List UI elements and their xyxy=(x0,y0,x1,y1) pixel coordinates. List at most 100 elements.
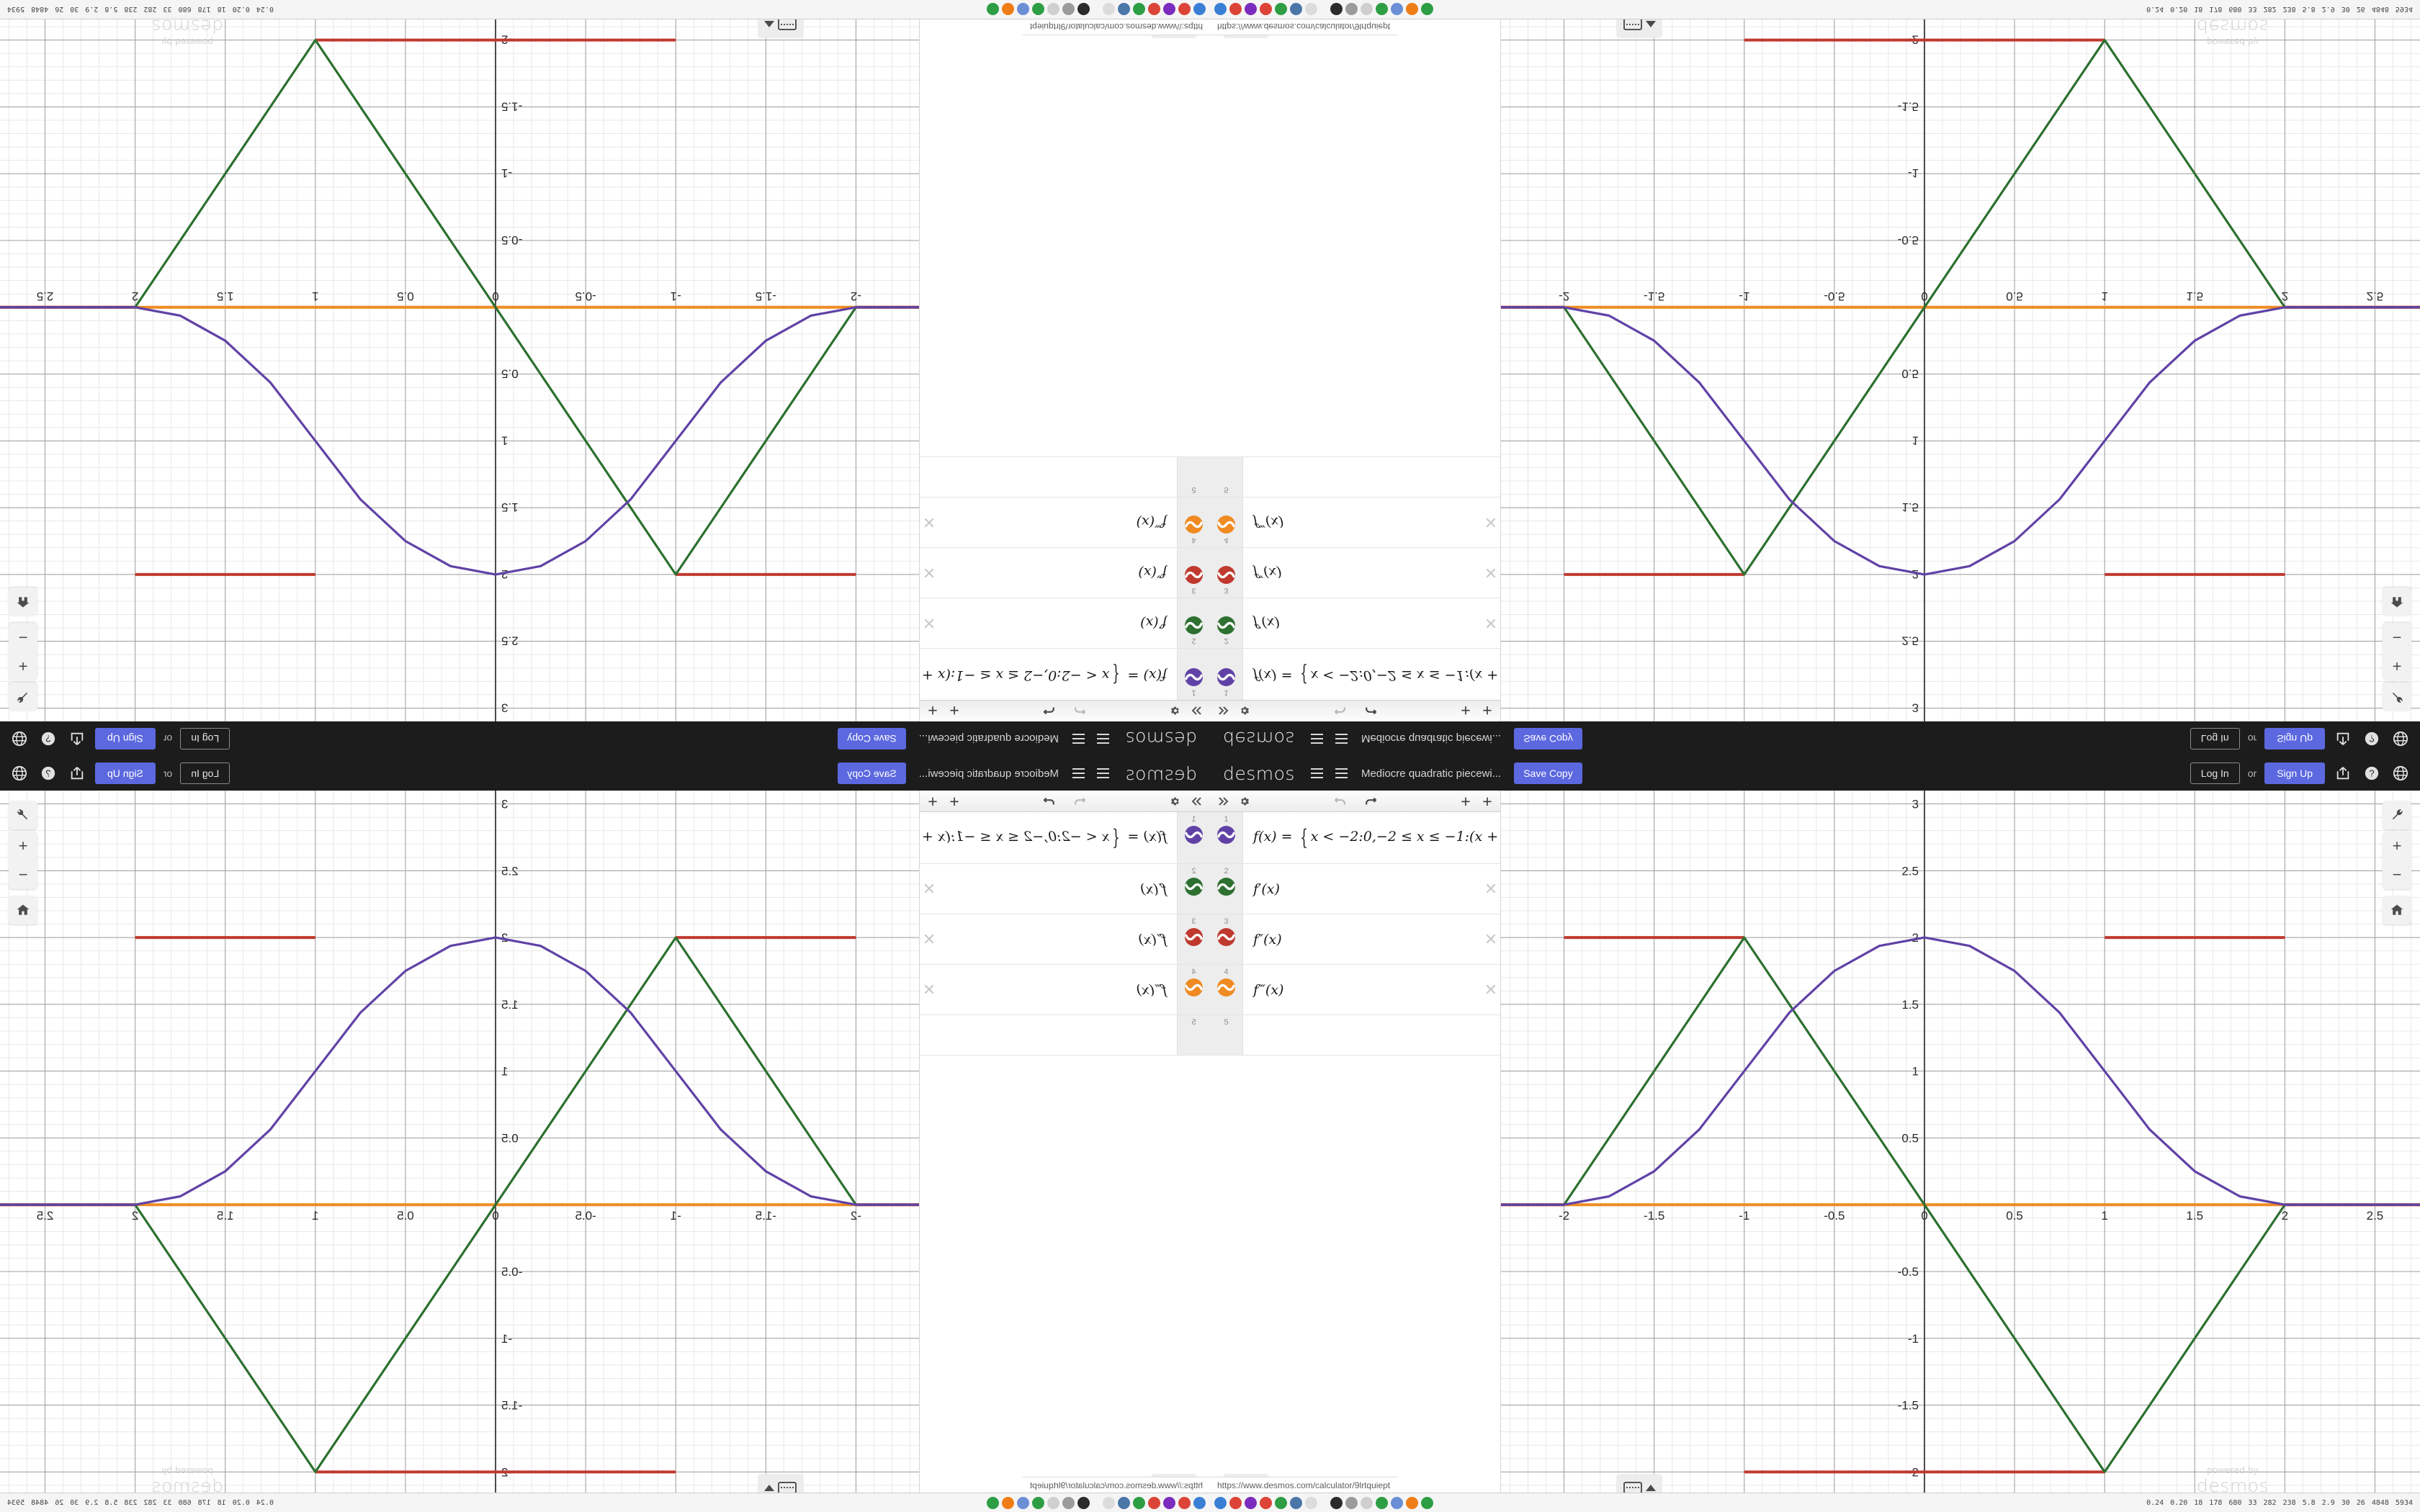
taskbar-icon[interactable] xyxy=(1017,1496,1029,1509)
taskbar-icon[interactable] xyxy=(1290,3,1302,16)
expression-color-bubble[interactable] xyxy=(1217,616,1235,634)
hamburger-icon[interactable] xyxy=(1092,728,1113,750)
close-icon[interactable]: ✕ xyxy=(922,513,936,532)
taskbar-icon[interactable] xyxy=(1103,1496,1115,1509)
taskbar-icon[interactable] xyxy=(1077,1496,1090,1509)
expression-row[interactable]: 3 f″(x) ✕ xyxy=(1210,914,1500,965)
add-expression-button-secondary[interactable]: + xyxy=(1482,701,1492,721)
globe-icon[interactable] xyxy=(2390,728,2411,750)
log-in-button[interactable]: Log In xyxy=(2190,762,2240,784)
redo-icon[interactable] xyxy=(1363,795,1376,808)
expression-content[interactable]: f″(x) xyxy=(1243,548,1482,598)
save-copy-button[interactable]: Save Copy xyxy=(1514,728,1582,750)
expression-content[interactable]: f″(x) xyxy=(938,914,1177,964)
expression-content[interactable]: f‴(x) xyxy=(938,965,1177,1014)
sign-up-button[interactable]: Sign Up xyxy=(95,728,156,750)
expression-color-bubble[interactable] xyxy=(1217,878,1235,896)
taskbar-icon[interactable] xyxy=(1077,3,1090,16)
save-copy-button[interactable]: Save Copy xyxy=(838,762,906,784)
save-copy-button[interactable]: Save Copy xyxy=(838,728,906,750)
taskbar-icon[interactable] xyxy=(1421,1496,1433,1509)
graph-svg[interactable]: -2-1.5-1-0.500.511.522.5-2-1.5-1-0.50.51… xyxy=(0,0,919,721)
expression-row[interactable]: 1 f(x) = {x < −2:0,−2 ≤ x ≤ −1:(x + 2)2,… xyxy=(1210,648,1866,700)
zoom-out-button[interactable]: − xyxy=(9,623,37,652)
taskbar-icon[interactable] xyxy=(1345,1496,1358,1509)
expression-content[interactable]: f‴(x) xyxy=(1243,965,1482,1014)
expression-content[interactable]: f′(x) xyxy=(938,864,1177,914)
zoom-out-button[interactable]: − xyxy=(2383,860,2411,889)
redo-icon[interactable] xyxy=(1044,705,1057,718)
taskbar-icon[interactable] xyxy=(1361,3,1373,16)
zoom-in-button[interactable]: + xyxy=(9,832,37,860)
taskbar-icon[interactable] xyxy=(1330,1496,1343,1509)
graph-zoom-controls[interactable]: + − xyxy=(2383,585,2411,711)
sign-up-button[interactable]: Sign Up xyxy=(95,762,156,784)
expression-row[interactable]: 2 f′(x) ✕ xyxy=(1210,864,1500,914)
expression-color-bubble[interactable] xyxy=(1185,566,1203,584)
taskbar-icon[interactable] xyxy=(1361,1496,1373,1509)
add-expression-button-secondary[interactable]: + xyxy=(1482,791,1492,811)
expression-list[interactable]: 1 f(x) = {x < −2:0,−2 ≤ x ≤ −1:(x + 2)2,… xyxy=(1210,0,1866,700)
taskbar-icon[interactable] xyxy=(1275,1496,1287,1509)
taskbar-icon[interactable] xyxy=(1062,1496,1075,1509)
globe-icon[interactable] xyxy=(9,728,30,750)
sign-up-button[interactable]: Sign Up xyxy=(2264,728,2325,750)
taskbar-icon[interactable] xyxy=(1376,1496,1388,1509)
home-icon[interactable] xyxy=(2383,588,2411,616)
globe-icon[interactable] xyxy=(9,762,30,784)
close-icon[interactable]: ✕ xyxy=(1484,879,1498,898)
graph-svg[interactable]: -2-1.5-1-0.500.511.522.5-2-1.5-1-0.50.51… xyxy=(0,791,919,1512)
taskbar-icon[interactable] xyxy=(1047,3,1059,16)
expression-color-bubble[interactable] xyxy=(1185,668,1203,686)
zoom-out-button[interactable]: − xyxy=(2383,623,2411,652)
close-icon[interactable]: ✕ xyxy=(922,614,936,633)
document-title[interactable]: Mediocre quadratic piecewi... xyxy=(918,767,1059,780)
hamburger-icon-secondary[interactable] xyxy=(1331,762,1353,784)
expression-list[interactable]: 1 f(x) = {x < −2:0,−2 ≤ x ≤ −1:(x + 2)2,… xyxy=(554,0,1210,700)
taskbar-icon[interactable] xyxy=(1391,1496,1403,1509)
expression-content[interactable]: f′(x) xyxy=(938,598,1177,648)
expression-list-empty-space[interactable] xyxy=(1210,1056,1500,1512)
graph-canvas[interactable]: -2-1.5-1-0.500.511.522.5-2-1.5-1-0.50.51… xyxy=(0,791,919,1512)
zoom-out-button[interactable]: − xyxy=(9,860,37,889)
wrench-icon[interactable] xyxy=(9,801,37,829)
desmos-logo[interactable]: desmos xyxy=(1223,728,1295,750)
taskbar[interactable]: 0.24 0.20 18 178 680 33 282 238 5.8 2.9 30 26 4848 59… xyxy=(1210,0,2420,19)
add-expression-button-secondary[interactable]: + xyxy=(928,791,938,811)
expression-color-bubble[interactable] xyxy=(1185,826,1203,844)
taskbar-icon[interactable] xyxy=(1062,3,1075,16)
taskbar-icon[interactable] xyxy=(1229,3,1242,16)
expression-row[interactable]: 2 f′(x) ✕ xyxy=(920,598,1210,648)
close-icon[interactable]: ✕ xyxy=(922,980,936,999)
close-icon[interactable]: ✕ xyxy=(1484,614,1498,633)
taskbar-icon[interactable] xyxy=(1245,3,1257,16)
sign-up-button[interactable]: Sign Up xyxy=(2264,762,2325,784)
expression-color-bubble[interactable] xyxy=(1185,878,1203,896)
graph-svg[interactable]: -2-1.5-1-0.500.511.522.5-2-1.5-1-0.50.51… xyxy=(1501,791,2420,1512)
taskbar-icon[interactable] xyxy=(1032,3,1044,16)
undo-icon[interactable] xyxy=(1334,795,1348,808)
taskbar-icon[interactable] xyxy=(1032,1496,1044,1509)
taskbar-icon[interactable] xyxy=(1002,3,1014,16)
expression-row-empty[interactable]: 5 xyxy=(1210,456,1500,497)
zoom-in-button[interactable]: + xyxy=(2383,652,2411,680)
taskbar[interactable]: 0.24 0.20 18 178 680 33 282 238 5.8 2.9 30 26 4848 59… xyxy=(1210,1493,2420,1512)
help-icon[interactable]: ? xyxy=(2361,762,2383,784)
gear-icon[interactable] xyxy=(1169,795,1182,808)
expression-row[interactable]: 1 f(x) = {x < −2:0,−2 ≤ x ≤ −1:(x + 2)2,… xyxy=(1210,812,1866,864)
taskbar-icon[interactable] xyxy=(1133,1496,1145,1509)
desmos-logo[interactable]: desmos xyxy=(1125,728,1197,750)
close-icon[interactable]: ✕ xyxy=(1484,930,1498,948)
redo-icon[interactable] xyxy=(1044,795,1057,808)
quadrant-bottom-right[interactable]: desmos Mediocre quadratic piecewi... Sav… xyxy=(1210,756,2420,1512)
expression-panel[interactable]: + + 1 f(x) = {x < −2: xyxy=(1210,0,1866,721)
add-expression-button[interactable]: + xyxy=(1461,791,1471,811)
graph-canvas[interactable]: -2-1.5-1-0.500.511.522.5-2-1.5-1-0.50.51… xyxy=(0,0,919,721)
expression-color-bubble[interactable] xyxy=(1217,978,1235,996)
expression-color-bubble[interactable] xyxy=(1217,928,1235,946)
expression-color-bubble[interactable] xyxy=(1185,616,1203,634)
taskbar-icon[interactable] xyxy=(1275,3,1287,16)
expression-row[interactable]: 1 f(x) = {x < −2:0,−2 ≤ x ≤ −1:(x + 2)2,… xyxy=(554,648,1210,700)
expression-content[interactable]: f‴(x) xyxy=(1243,498,1482,547)
taskbar-icon[interactable] xyxy=(1133,3,1145,16)
